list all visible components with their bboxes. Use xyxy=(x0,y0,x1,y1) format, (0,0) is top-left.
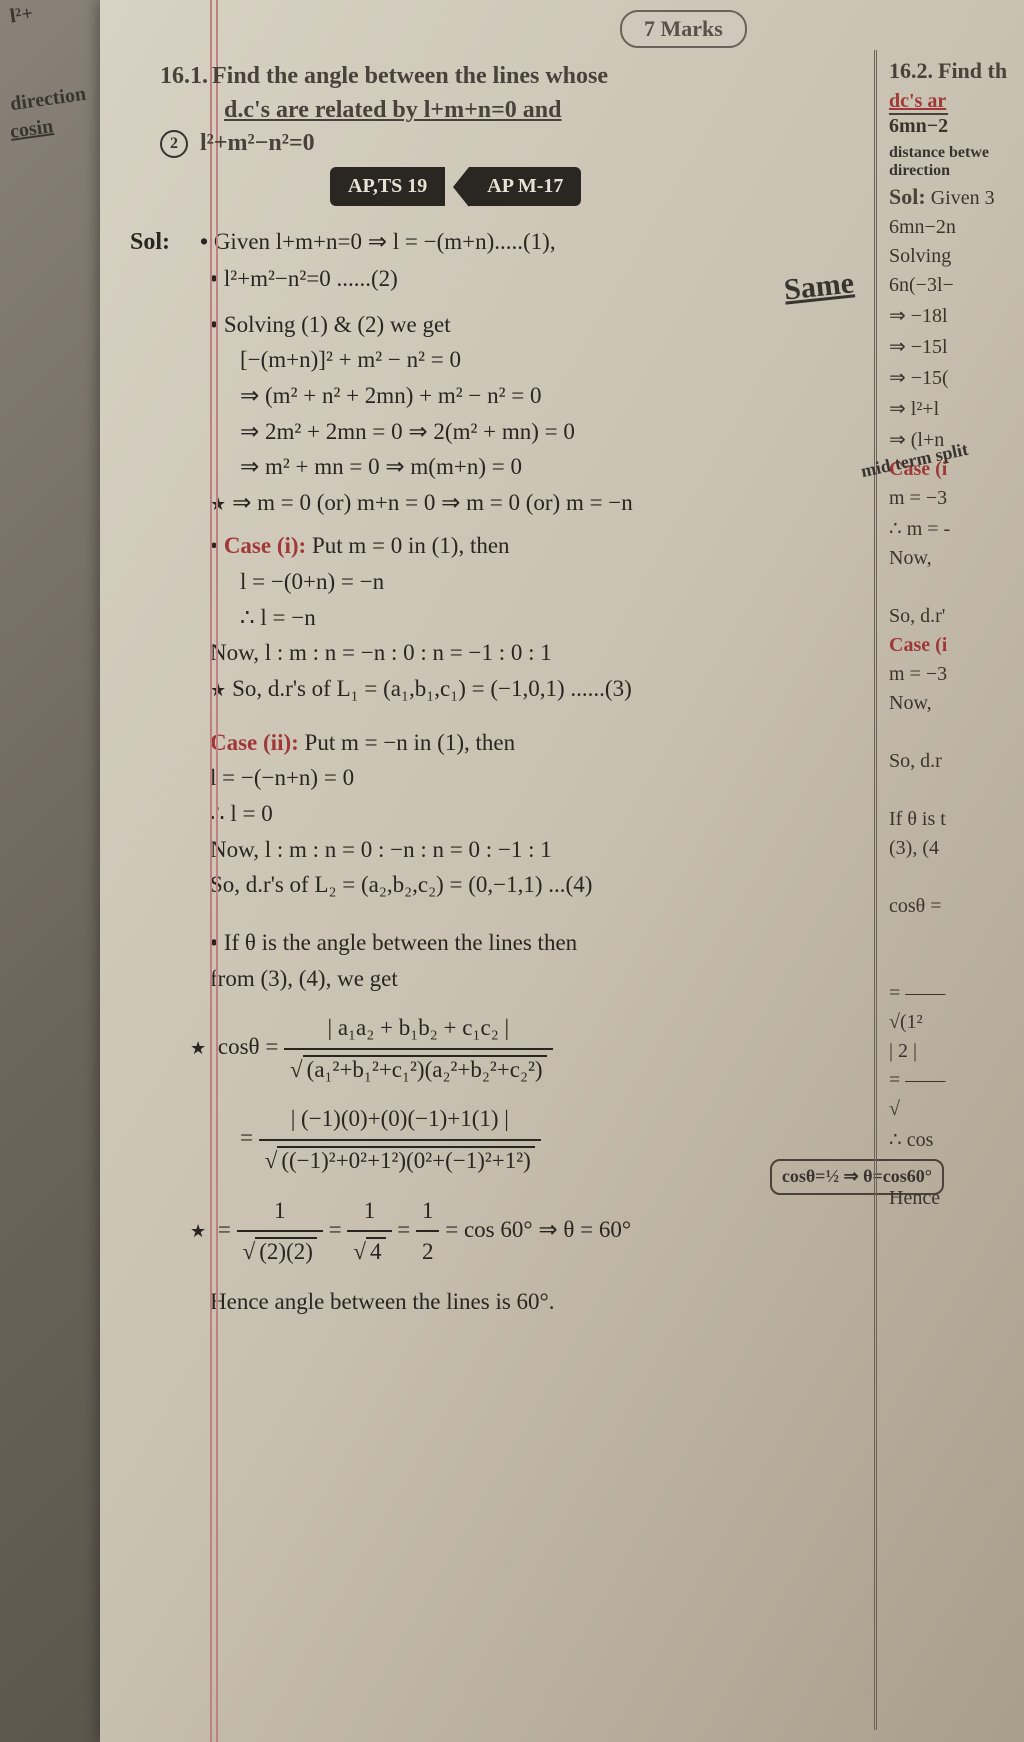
p162-head: 16.2. Find th xyxy=(889,58,1020,84)
p162-row: m = −3 xyxy=(889,487,1020,510)
problem-title-l1: Find the angle between the lines whose xyxy=(212,63,608,89)
p162-row: Hence xyxy=(889,1187,1020,1210)
sol-label: Sol: xyxy=(130,224,200,261)
p162-row: 6mn−2n xyxy=(889,216,1020,239)
p162-hw2: direction xyxy=(889,162,1020,180)
p162-sol: Sol: xyxy=(889,184,926,209)
p162-hw1: distance betwe xyxy=(889,144,1020,162)
p162-row: ∴ cos xyxy=(889,1127,1020,1152)
p162-row: (3), (4 xyxy=(889,837,1020,860)
p162-row xyxy=(889,721,1020,744)
f2-num: | (−1)(0)+(0)(−1)+1(1) | xyxy=(259,1101,541,1141)
margin-rule-2 xyxy=(216,0,218,1742)
f3d: 4 xyxy=(366,1237,386,1264)
hw-cosin: cosin xyxy=(9,115,55,144)
p162-row: If θ is t xyxy=(889,808,1020,831)
case2-text: Put m = −n in (1), then xyxy=(299,730,515,755)
exam-tags: AP,TS 19 AP M-17 xyxy=(130,167,1004,206)
p162-row: ⇒ −15( xyxy=(889,365,1020,390)
p162-row xyxy=(889,924,1020,947)
f2-den: ((−1)²+0²+1²)(0²+(−1)²+1²) xyxy=(277,1146,534,1173)
f3c: 1 xyxy=(347,1193,391,1233)
p162-row: √(1² xyxy=(889,1011,1020,1034)
tag-apm17: AP M-17 xyxy=(469,167,581,206)
p162-row xyxy=(889,953,1020,976)
p162-l3: 6mn−2 xyxy=(889,113,948,138)
tag-apts19: AP,TS 19 xyxy=(330,167,445,206)
p162-row: 6n(−3l− xyxy=(889,274,1020,297)
f3b: (2)(2) xyxy=(255,1237,317,1264)
marks-badge: 7 Marks xyxy=(620,10,747,48)
case1-label: Case (i): xyxy=(224,533,306,558)
p162-l2: dc's ar xyxy=(889,90,1020,113)
p162-row: cosθ = xyxy=(889,895,1020,918)
p162-row xyxy=(889,1158,1020,1181)
problem-number: 16.1. xyxy=(160,63,208,89)
solution-body: Sol: Given l+m+n=0 ⇒ l = −(m+n).....(1),… xyxy=(130,224,1004,1320)
p162-row: | 2 | xyxy=(889,1040,1020,1063)
dc-underline: d.c's are related by l+m+n=0 and xyxy=(224,97,562,123)
case1-text: Put m = 0 in (1), then xyxy=(306,533,509,558)
p162-title: Find th xyxy=(938,58,1007,83)
circled-two: 2 xyxy=(160,130,188,158)
hw-same: Same xyxy=(782,266,855,307)
problem-16-2-col: 16.2. Find th dc's ar 6mn−2 distance bet… xyxy=(874,50,1024,1730)
margin-rule-1 xyxy=(210,0,212,1742)
p162-row xyxy=(889,779,1020,802)
f3e: 1 xyxy=(416,1193,440,1233)
f3a: 1 xyxy=(237,1193,323,1233)
p162-row: ⇒ −15l xyxy=(889,334,1020,359)
p162-row xyxy=(889,866,1020,889)
problem-title-l3: l²+m²−n²=0 xyxy=(200,127,315,161)
cos-den: (a₁²+b₁²+c₁²)(a₂²+b₂²+c₂²) xyxy=(303,1055,547,1082)
p162-given: Given 3 xyxy=(931,187,995,209)
p162-row: = —— xyxy=(889,982,1020,1005)
p162-row: = —— xyxy=(889,1069,1020,1092)
hw-top: l²+ xyxy=(9,3,35,29)
p162-row: So, d.r xyxy=(889,750,1020,773)
cos-num: | a₁a₂ + b₁b₂ + c₁c₂ | xyxy=(284,1010,552,1050)
p162-row: Now, xyxy=(889,692,1020,715)
p162-row: Now, xyxy=(889,547,1020,570)
textbook-page: 7 Marks l²+ direction cosin 16.1. Find t… xyxy=(100,0,1024,1742)
p162-row xyxy=(889,576,1020,599)
p162-body: 6mn−2n Solving 6n(−3l− ⇒ −18l ⇒ −15l ⇒ −15( ⇒ … xyxy=(889,216,1020,1210)
p162-row: m = −3 xyxy=(889,663,1020,686)
p162-row: Solving xyxy=(889,245,1020,268)
f3f: 2 xyxy=(416,1232,440,1270)
f3-tail: = cos 60° ⇒ θ = 60° xyxy=(445,1217,631,1242)
hw-direction: direction xyxy=(9,83,88,116)
p162-row: ⇒ l²+l xyxy=(889,396,1020,421)
p162-num: 16.2. xyxy=(889,58,933,83)
p162-row: ⇒ −18l xyxy=(889,303,1020,328)
case2-label: Case (ii): xyxy=(210,730,299,755)
p162-row: √ xyxy=(889,1098,1020,1121)
p162-row: Case (i xyxy=(889,634,1020,657)
cos-lhs: cosθ = xyxy=(218,1034,278,1059)
p162-row: ∴ m = - xyxy=(889,516,1020,541)
given-1: Given l+m+n=0 ⇒ l = −(m+n).....(1), xyxy=(200,224,556,261)
p162-row: So, d.r' xyxy=(889,605,1020,628)
p162-sol-row: Sol: Given 3 xyxy=(889,184,1020,210)
